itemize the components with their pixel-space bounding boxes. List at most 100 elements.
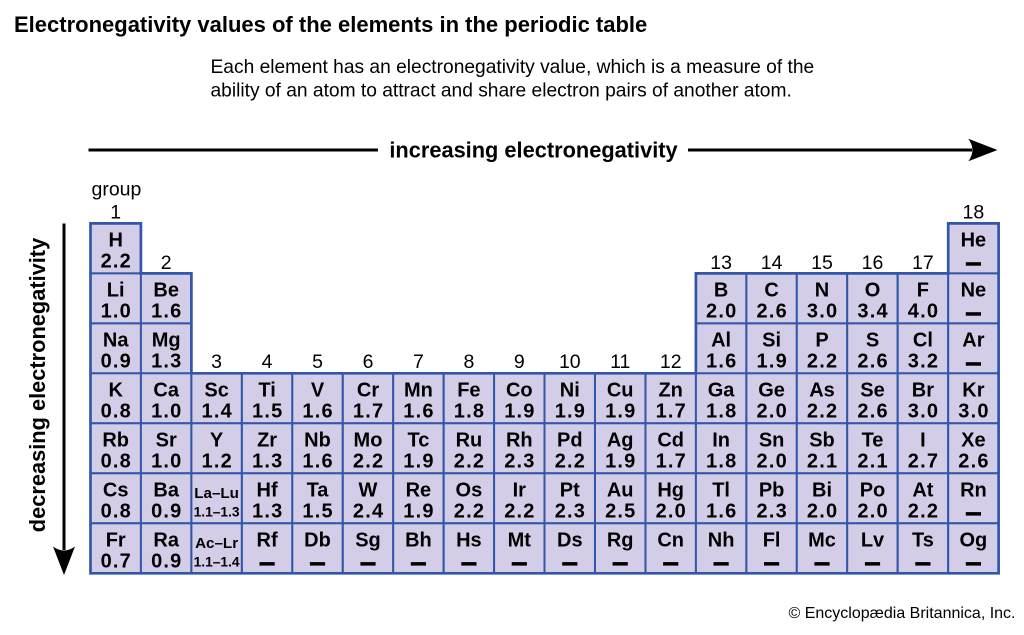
svg-text:1.6: 1.6	[706, 500, 736, 522]
svg-text:Cr: Cr	[357, 379, 379, 401]
svg-text:2.2: 2.2	[504, 500, 534, 522]
svg-text:Rb: Rb	[102, 429, 129, 451]
svg-text:2.0: 2.0	[656, 500, 686, 522]
svg-text:2.6: 2.6	[857, 350, 887, 372]
svg-text:At: At	[912, 479, 933, 501]
svg-text:Db: Db	[304, 529, 331, 551]
svg-text:Li: Li	[107, 279, 125, 301]
svg-text:2.2: 2.2	[454, 500, 484, 522]
svg-text:increasing electronegativity: increasing electronegativity	[389, 138, 677, 163]
svg-text:2.3: 2.3	[756, 500, 786, 522]
svg-text:1.8: 1.8	[706, 450, 736, 472]
svg-text:Sc: Sc	[204, 379, 228, 401]
svg-text:9: 9	[514, 351, 525, 373]
svg-text:2.6: 2.6	[958, 450, 988, 472]
svg-text:Ar: Ar	[962, 329, 984, 351]
svg-text:2.2: 2.2	[807, 350, 837, 372]
svg-text:Rh: Rh	[506, 429, 533, 451]
svg-text:Ag: Ag	[607, 429, 634, 451]
svg-text:H: H	[108, 229, 122, 251]
svg-text:Al: Al	[711, 329, 731, 351]
svg-text:1.8: 1.8	[706, 400, 736, 422]
svg-text:O: O	[865, 279, 881, 301]
svg-text:Xe: Xe	[961, 429, 985, 451]
svg-text:Se: Se	[860, 379, 884, 401]
svg-text:Ac–Lr: Ac–Lr	[195, 535, 238, 552]
svg-text:16: 16	[862, 252, 884, 274]
svg-text:S: S	[866, 329, 879, 351]
svg-text:3.0: 3.0	[958, 400, 988, 422]
svg-text:4.0: 4.0	[908, 300, 938, 322]
svg-text:Mn: Mn	[404, 379, 433, 401]
svg-text:Rf: Rf	[257, 529, 278, 551]
svg-text:1.9: 1.9	[605, 400, 635, 422]
svg-text:K: K	[108, 379, 123, 401]
svg-text:Ge: Ge	[758, 379, 785, 401]
svg-text:1.6: 1.6	[302, 400, 332, 422]
svg-text:1.4: 1.4	[201, 400, 232, 422]
svg-text:Electronegativity values of th: Electronegativity values of the elements…	[14, 12, 647, 37]
svg-text:Ba: Ba	[153, 479, 179, 501]
svg-text:C: C	[764, 279, 778, 301]
svg-text:Tl: Tl	[712, 479, 730, 501]
svg-text:0.8: 0.8	[101, 400, 131, 422]
svg-text:2.6: 2.6	[756, 300, 786, 322]
svg-text:1: 1	[110, 202, 121, 224]
svg-text:Cd: Cd	[657, 429, 684, 451]
svg-text:2.0: 2.0	[857, 500, 887, 522]
svg-text:1.9: 1.9	[605, 450, 635, 472]
svg-text:3.0: 3.0	[807, 300, 837, 322]
svg-text:B: B	[714, 279, 728, 301]
svg-text:0.8: 0.8	[101, 450, 131, 472]
svg-text:1.9: 1.9	[504, 400, 534, 422]
svg-text:Fl: Fl	[763, 529, 781, 551]
svg-text:1.7: 1.7	[353, 400, 383, 422]
svg-text:1.3: 1.3	[252, 500, 282, 522]
svg-text:Y: Y	[210, 429, 224, 451]
svg-text:1.9: 1.9	[756, 350, 786, 372]
svg-text:14: 14	[761, 252, 783, 274]
svg-text:6: 6	[363, 351, 374, 373]
svg-text:Ts: Ts	[912, 529, 934, 551]
svg-text:1.1–1.3: 1.1–1.3	[194, 504, 240, 519]
svg-text:1.9: 1.9	[403, 450, 433, 472]
svg-text:1.7: 1.7	[656, 400, 686, 422]
svg-text:1.5: 1.5	[252, 400, 282, 422]
svg-text:5: 5	[312, 351, 323, 373]
svg-text:8: 8	[463, 351, 474, 373]
svg-text:P: P	[815, 329, 828, 351]
svg-text:Sg: Sg	[355, 529, 381, 551]
svg-text:2.2: 2.2	[908, 500, 938, 522]
svg-text:Bi: Bi	[812, 479, 832, 501]
svg-text:Zr: Zr	[257, 429, 277, 451]
svg-text:Kr: Kr	[962, 379, 984, 401]
svg-text:11: 11	[610, 351, 630, 373]
svg-text:Ta: Ta	[307, 479, 330, 501]
svg-text:0.9: 0.9	[151, 500, 181, 522]
svg-text:2.0: 2.0	[756, 450, 786, 472]
svg-text:1.9: 1.9	[555, 400, 585, 422]
svg-text:3.2: 3.2	[908, 350, 938, 372]
svg-text:2: 2	[161, 252, 172, 274]
svg-text:1.0: 1.0	[101, 300, 131, 322]
svg-text:I: I	[920, 429, 926, 451]
svg-text:Ni: Ni	[560, 379, 580, 401]
svg-text:2.2: 2.2	[555, 450, 585, 472]
svg-text:Nb: Nb	[304, 429, 331, 451]
svg-text:Fe: Fe	[457, 379, 480, 401]
svg-text:0.7: 0.7	[101, 550, 131, 572]
svg-text:Sb: Sb	[809, 429, 835, 451]
svg-text:Na: Na	[103, 329, 129, 351]
svg-text:Each element has an electroneg: Each element has an electronegativity va…	[211, 57, 815, 78]
svg-text:Pb: Pb	[759, 479, 785, 501]
svg-text:Pt: Pt	[560, 479, 580, 501]
svg-text:10: 10	[559, 351, 581, 373]
svg-text:2.3: 2.3	[555, 500, 585, 522]
svg-text:Br: Br	[912, 379, 934, 401]
svg-text:Ra: Ra	[153, 529, 179, 551]
svg-text:2.2: 2.2	[454, 450, 484, 472]
svg-text:Te: Te	[862, 429, 884, 451]
svg-text:1.3: 1.3	[252, 450, 282, 472]
svg-text:1.5: 1.5	[302, 500, 332, 522]
svg-text:17: 17	[912, 252, 934, 274]
